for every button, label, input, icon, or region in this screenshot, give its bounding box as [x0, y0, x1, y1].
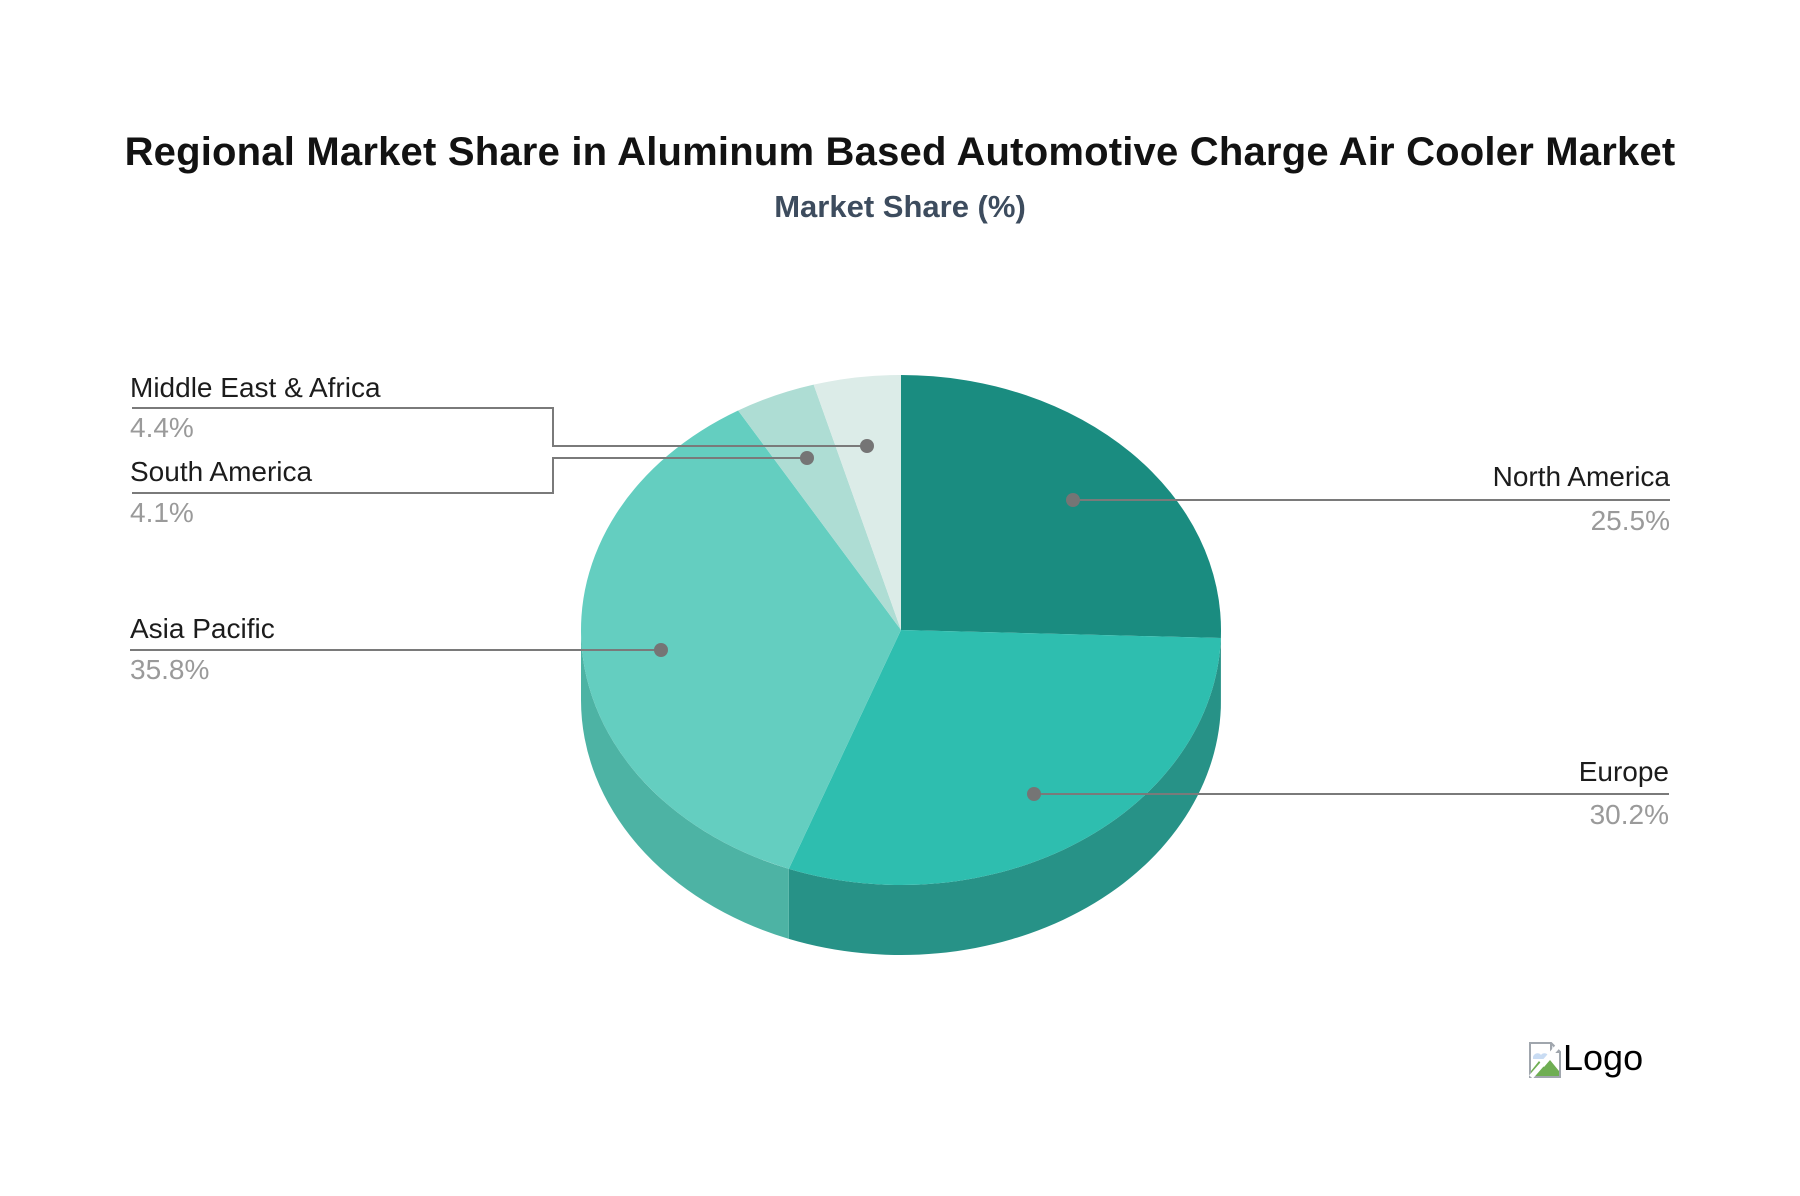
- pie-slice-europe: [788, 630, 1221, 885]
- callout-label-south-america: South America: [130, 456, 313, 487]
- leader-dot-asia-pacific: [654, 643, 668, 657]
- leader-dots: [654, 439, 1080, 801]
- chart-subtitle: Market Share (%): [774, 189, 1026, 224]
- pie-side-europe: [788, 638, 1221, 956]
- leader-line-south-america: [132, 457, 807, 494]
- callout-pct-europe: 30.2%: [1589, 799, 1669, 830]
- leader-dot-south-america: [800, 451, 814, 465]
- callout-pct-asia-pacific: 35.8%: [130, 654, 210, 685]
- callout-label-europe: Europe: [1578, 756, 1669, 787]
- chart-title: Regional Market Share in Aluminum Based …: [124, 130, 1676, 174]
- pie-slice-asia-pacific: [580, 410, 901, 869]
- callout-label-north-america: North America: [1492, 461, 1670, 492]
- leader-line-middle-east-africa: [132, 407, 867, 447]
- leader-lines: [130, 407, 1670, 795]
- pie-side-asia-pacific: [581, 630, 789, 939]
- pie-slices: [580, 375, 1221, 885]
- logo-alt-text: Logo: [1563, 1037, 1644, 1078]
- pie-slice-middle-east-africa: [813, 375, 901, 630]
- callout-pct-middle-east-africa: 4.4%: [130, 412, 194, 443]
- logo: Logo: [1528, 1036, 1643, 1079]
- callout-pct-south-america: 4.1%: [130, 497, 194, 528]
- callout-pct-north-america: 25.5%: [1590, 505, 1670, 536]
- broken-image-icon: [1529, 1042, 1561, 1078]
- leader-dot-europe: [1027, 787, 1041, 801]
- callout-label-asia-pacific: Asia Pacific: [130, 613, 275, 644]
- pie-3d-sides: [581, 630, 1221, 956]
- leader-dot-north-america: [1066, 493, 1080, 507]
- callout-label-middle-east-africa: Middle East & Africa: [130, 372, 381, 403]
- leader-dot-middle-east-africa: [860, 439, 874, 453]
- pie-slice-north-america: [901, 375, 1221, 639]
